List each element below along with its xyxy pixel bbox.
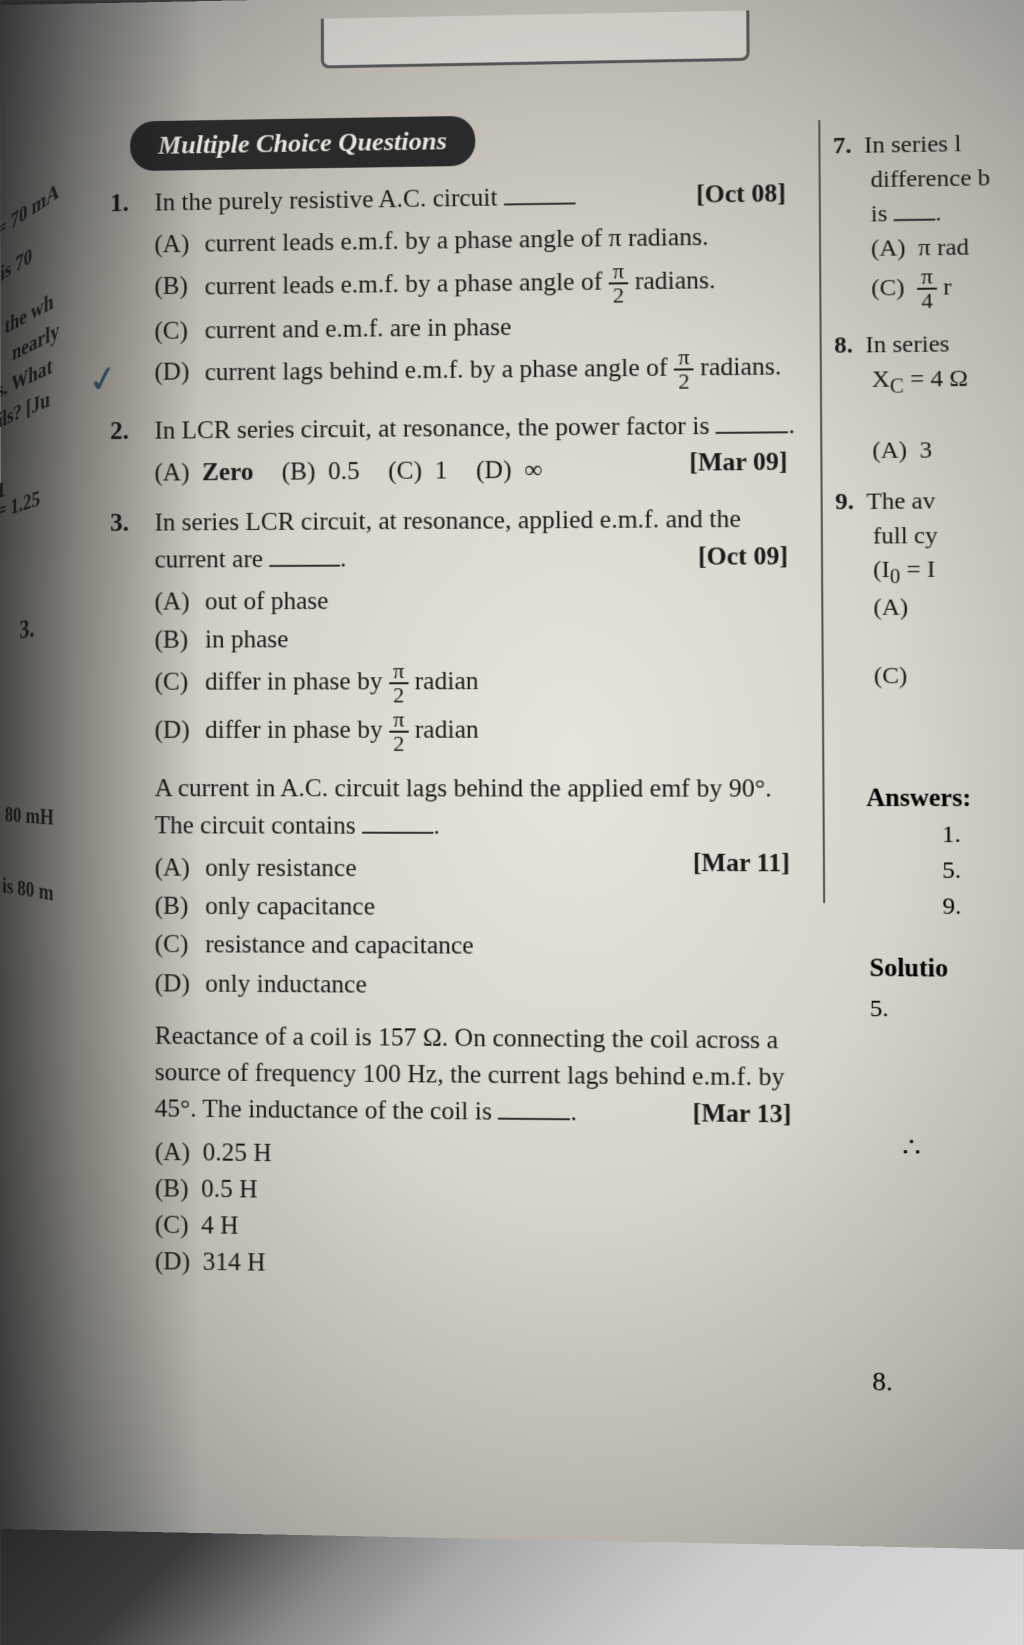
option-d: (D)only inductance [155,966,801,1007]
option-c: (C)current and e.m.f. are in phase [154,306,797,350]
margin-text: H = 80 mH [0,799,54,831]
q-stem: Reactance of a coil is 157 Ω. On connect… [155,1018,802,1134]
answers-heading: Answers: [866,785,971,814]
therefore-symbol: ∴ [902,1130,921,1165]
question-7-partial: 7. In series l difference b is . (A) π r… [833,127,1024,314]
q-number: 1. [110,186,148,223]
option-d: (D)current lags behind e.m.f. by a phase… [154,345,797,398]
option-a: (A)current leads e.m.f. by a phase angle… [154,219,796,264]
question-9-partial: 9. The av full cy (I0 = I (A) (C) [835,484,1024,694]
exam-tag: [Mar 09] [689,444,787,482]
q-stem: In series LCR circuit, at resonance, app… [155,502,799,579]
options-row: (A) 0.25 H (B) 0.5 H (C) 4 H (D) 314 H [155,1134,803,1289]
option-a: (A)out of phase [155,581,799,620]
option-d: (D)differ in phase by π2 radian [155,708,800,755]
q-number: 2. [110,414,148,450]
question-5: Reactance of a coil is 157 Ω. On connect… [110,1018,809,1290]
q-stem: A current in A.C. circuit lags behind th… [155,771,800,845]
answer-num: 9. [942,893,961,921]
page: Multiple Choice Questions = 70 mA s is 7… [0,0,1024,1550]
option-c: (C)differ in phase by π2 radian [155,659,800,707]
q-stem: In LCR series circuit, at resonance, the… [155,408,798,450]
option-b: (B)only capacitance [155,889,801,928]
option-b: (B)current leads e.m.f. by a phase angle… [154,257,796,311]
exam-tag: [Mar 11] [693,845,790,882]
margin-text: oils is 80 m [0,868,54,907]
margin-text: 3. [19,612,34,646]
question-1: 1. In the purely resistive A.C. circuit … [110,176,803,400]
q-number: 3. [110,506,148,542]
right-column: 7. In series l difference b is . (A) π r… [833,127,1024,711]
option-c: (C)resistance and capacitance [155,927,801,967]
section-pill: Multiple Choice Questions [130,116,475,171]
question-3: 3. In series LCR circuit, at resonance, … [110,501,805,757]
question-8-partial: 8. In series XC = 4 Ω (A) 3 [834,327,1024,469]
options-row: (A) Zero (B) 0.5 (C) 1 (D) ∞ [155,451,690,491]
margin-text: = 70 mA [0,175,59,243]
header-box [321,10,750,68]
solution-num: 8. [872,1366,893,1397]
option-b: (B)in phase [155,620,799,659]
solutions-heading: Solutio [869,955,948,984]
margin-text: s is 70 [0,241,32,293]
margin-text: = 1.25 [0,484,40,524]
exam-tag: [Mar 13] [693,1096,792,1134]
spine-margin-text: = 70 mA s is 70 the wh nearly s. What oi… [0,0,85,1623]
solution-num: 5. [870,996,889,1024]
answer-num: 5. [942,857,961,885]
question-2: 2. In LCR series circuit, at resonance, … [110,408,804,493]
answer-num: 1. [942,821,961,849]
main-content: 1. In the purely resistive A.C. circuit … [110,176,809,1304]
column-divider [818,120,825,903]
q-stem: In the purely resistive A.C. circuit [Oc… [154,176,796,222]
question-4: A current in A.C. circuit lags behind th… [110,771,807,1008]
exam-tag: [Oct 09] [698,538,788,575]
exam-tag: [Oct 08] [696,176,786,214]
